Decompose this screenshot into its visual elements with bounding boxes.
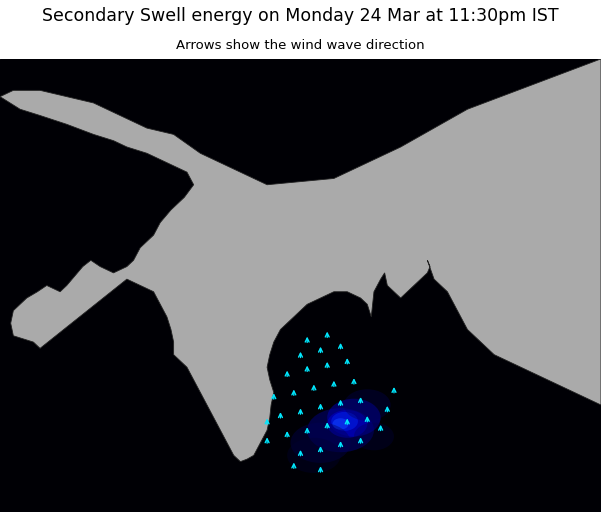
Polygon shape	[0, 59, 601, 462]
Ellipse shape	[327, 399, 380, 436]
Text: Arrows show the wind wave direction: Arrows show the wind wave direction	[176, 39, 425, 52]
Ellipse shape	[287, 438, 341, 473]
Ellipse shape	[332, 418, 349, 430]
Ellipse shape	[307, 408, 374, 452]
Text: Secondary Swell energy on Monday 24 Mar at 11:30pm IST: Secondary Swell energy on Monday 24 Mar …	[42, 8, 559, 26]
Ellipse shape	[327, 410, 367, 438]
Ellipse shape	[331, 412, 358, 431]
Ellipse shape	[344, 389, 391, 421]
Ellipse shape	[290, 422, 350, 463]
Ellipse shape	[354, 422, 394, 451]
